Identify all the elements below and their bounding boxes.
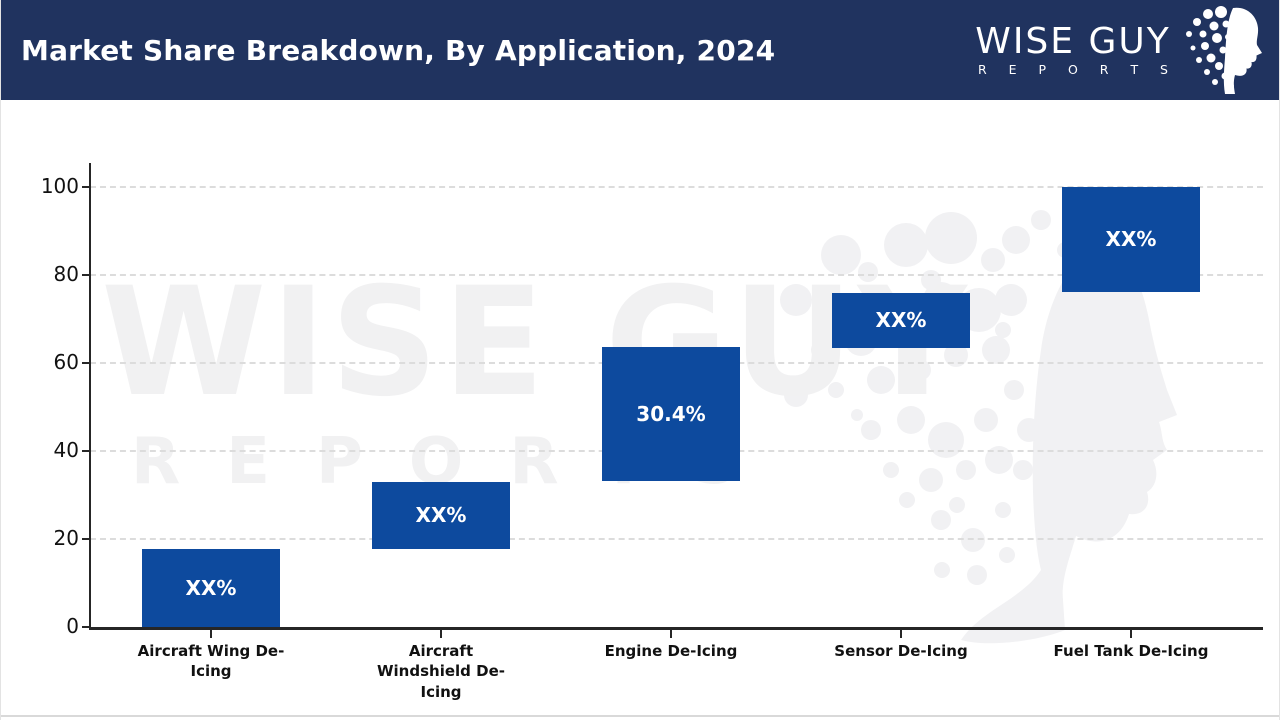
y-axis-tick [82, 537, 89, 540]
gridline-80 [90, 273, 1263, 276]
y-tick-label: 100 [40, 173, 79, 198]
dotted-head-profile-icon [1186, 6, 1262, 94]
bar-value-label: XX% [185, 576, 237, 601]
brand-logo: WISE GUY R E P O R T S [969, 4, 1263, 96]
watermark-line2: REPORTS [131, 425, 784, 499]
gridline-100 [90, 185, 1263, 188]
bar-fuel-tank-de-icing [1062, 186, 1200, 292]
x-axis-tick [210, 630, 212, 638]
bar-value-label: XX% [1105, 227, 1157, 252]
category-label: Aircraft Wing De- Icing [137, 642, 285, 681]
bar-sensor-de-icing [832, 292, 970, 349]
bar-engine-de-icing [602, 347, 740, 482]
y-tick-label: 0 [66, 614, 79, 638]
x-axis-tick [440, 630, 442, 638]
category-label: Engine De-Icing [604, 642, 738, 660]
page-title: Market Share Breakdown, By Application, … [21, 33, 776, 67]
category-label: Sensor De-Icing [834, 642, 968, 660]
gridline-20 [90, 537, 1263, 540]
brand-logo-subtitle: R E P O R T S [977, 61, 1177, 77]
x-axis-tick [670, 630, 672, 638]
waterfall-chart: WISE GUY REPORTS 0 20 40 60 80 100 XX% Aircraft… [1, 100, 1279, 716]
bar-value-label: 30.4% [636, 402, 706, 427]
y-axis-tick [82, 449, 89, 452]
x-axis-line [89, 627, 1263, 630]
watermark-text: WISE GUY REPORTS [101, 256, 971, 499]
y-tick-label: 80 [53, 261, 79, 286]
bar-aircraft-wing-de-icing [142, 549, 280, 627]
y-axis-tick [82, 273, 89, 276]
y-tick-label: 40 [53, 437, 79, 462]
y-axis-line [89, 163, 91, 629]
header-bar: Market Share Breakdown, By Application, … [1, 0, 1279, 100]
bar-aircraft-windshield-de-icing [372, 481, 510, 550]
brand-logo-text: WISE GUY R E P O R T S [969, 20, 1177, 77]
watermark-line1: WISE GUY [101, 256, 971, 430]
x-axis-tick [1130, 630, 1132, 638]
y-axis-tick [82, 185, 89, 188]
y-tick-label: 20 [53, 525, 79, 550]
footer-divider [1, 715, 1279, 717]
y-axis-tick [82, 361, 89, 364]
brand-logo-name: WISE GUY [975, 20, 1171, 62]
x-axis-tick [900, 630, 902, 638]
category-label: Aircraft Windshield De- Icing [377, 642, 505, 701]
y-tick-label: 60 [53, 349, 79, 374]
y-axis-tick [82, 626, 89, 628]
category-label: Fuel Tank De-Icing [1053, 642, 1209, 660]
bar-value-label: XX% [415, 503, 467, 528]
bar-value-label: XX% [875, 308, 927, 333]
